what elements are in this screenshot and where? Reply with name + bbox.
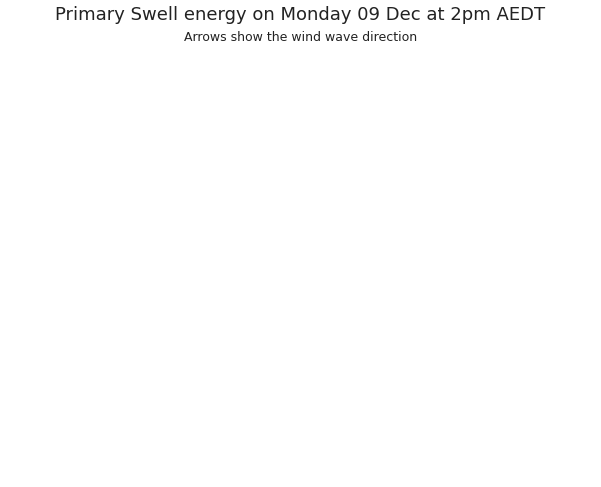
- Text: Primary Swell energy on Monday 09 Dec at 2pm AEDT: Primary Swell energy on Monday 09 Dec at…: [55, 6, 546, 24]
- Text: Arrows show the wind wave direction: Arrows show the wind wave direction: [184, 31, 417, 44]
- Text: Cartopy not available: Cartopy not available: [225, 259, 376, 272]
